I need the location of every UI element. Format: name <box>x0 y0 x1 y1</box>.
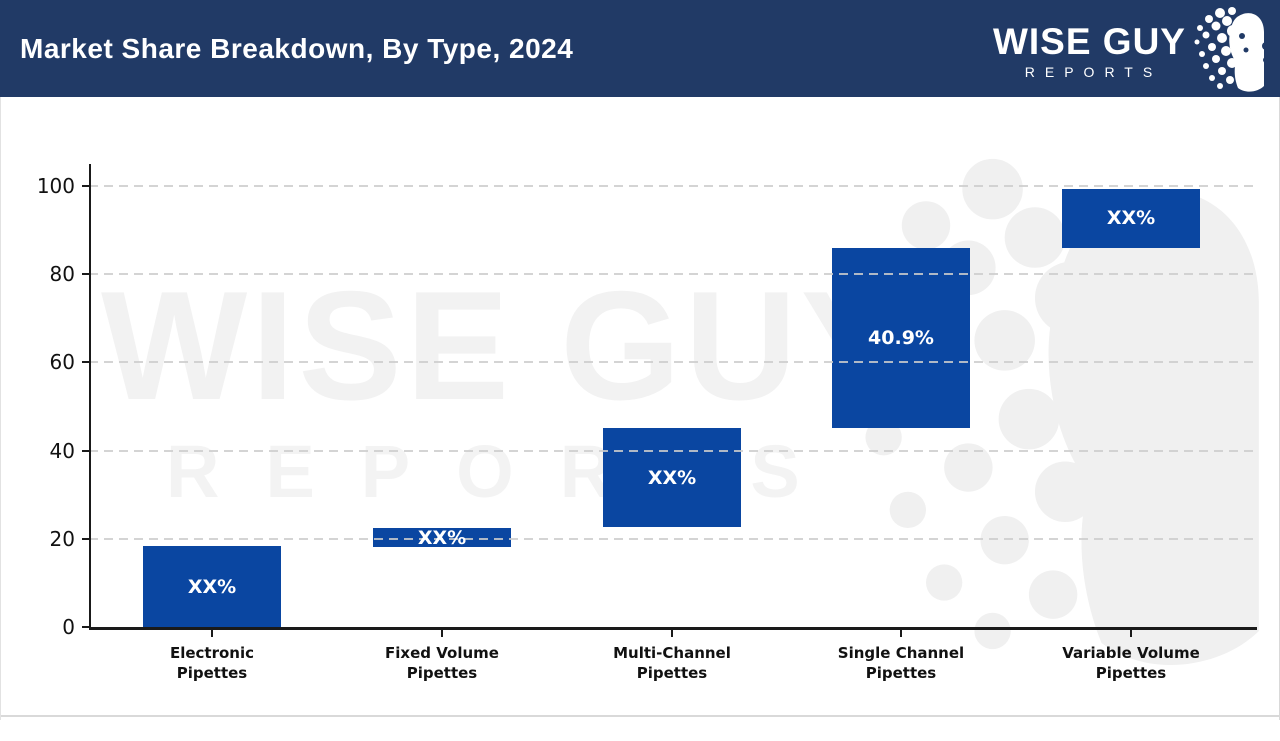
bar-value-label: XX% <box>187 575 237 598</box>
y-tick-mark <box>82 361 89 364</box>
category-label-line: Fixed Volume <box>385 644 499 662</box>
waterfall-bar-3 <box>603 427 741 528</box>
category-label-line: Pipettes <box>865 664 937 682</box>
category-label-3: Multi-Channel Pipettes <box>557 643 787 683</box>
header-bar: Market Share Breakdown, By Type, 2024 WI… <box>0 0 1280 97</box>
waterfall-bar-4 <box>832 248 970 428</box>
gridline-y100 <box>89 185 1255 187</box>
y-tick-label: 80 <box>49 262 75 287</box>
chart-area: WISE GUY REPORTS 0 20 40 60 80 <box>0 97 1280 720</box>
watermark-brand-subtext: REPORTS <box>166 430 846 513</box>
y-tick-label: 40 <box>49 438 75 463</box>
category-label-4: Single Channel Pipettes <box>786 643 1016 683</box>
category-label-2: Fixed Volume Pipettes <box>327 643 557 683</box>
category-label-1: Electronic Pipettes <box>97 643 327 683</box>
y-tick-mark <box>82 273 89 276</box>
page-title: Market Share Breakdown, By Type, 2024 <box>20 32 574 64</box>
category-label-line: Pipettes <box>1095 664 1167 682</box>
y-tick-label: 20 <box>49 526 75 551</box>
brand-subname: REPORTS <box>1024 64 1163 80</box>
category-label-line: Variable Volume <box>1062 644 1200 662</box>
brand-name: WISE GUY <box>992 21 1186 62</box>
y-tick-label: 0 <box>62 615 75 639</box>
y-tick-mark <box>82 185 89 187</box>
gridline-y20 <box>89 537 1255 540</box>
x-tick-mark <box>900 630 902 637</box>
watermark-brand-text: WISE GUY <box>101 259 909 432</box>
brand-logo-text: WISE GUY REPORTS <box>992 21 1186 81</box>
bar-value-label: XX% <box>647 466 697 489</box>
bar-value-label: XX% <box>1106 207 1156 230</box>
waterfall-bar-2 <box>373 528 511 548</box>
chart-page: Market Share Breakdown, By Type, 2024 WI… <box>0 0 1280 720</box>
gridline-y60 <box>89 361 1255 364</box>
category-label-line: Electronic <box>169 644 255 662</box>
category-label-line: Pipettes <box>636 664 708 682</box>
category-label-line: Single Channel <box>837 644 965 662</box>
waterfall-bar-5 <box>1062 188 1200 249</box>
gridline-y40 <box>89 449 1255 452</box>
y-tick-mark <box>82 449 89 452</box>
y-axis-line <box>89 163 91 627</box>
category-label-line: Multi-Channel <box>613 644 731 662</box>
x-tick-mark <box>211 630 213 637</box>
category-label-5: Variable Volume Pipettes <box>1016 643 1246 683</box>
gridline-y80 <box>89 273 1255 276</box>
chart-bottom-border <box>1 715 1279 717</box>
head-profile-icon <box>1190 6 1270 96</box>
x-tick-mark <box>441 630 443 637</box>
bar-value-label: XX% <box>417 526 467 549</box>
category-label-line: Pipettes <box>406 664 478 682</box>
y-tick-mark <box>82 537 89 540</box>
y-tick-label: 100 <box>36 174 75 198</box>
category-label-line: Pipettes <box>176 664 248 682</box>
bar-value-label: 40.9% <box>868 326 934 349</box>
waterfall-bar-1 <box>143 546 281 627</box>
x-tick-mark <box>671 630 673 637</box>
y-tick-label: 60 <box>49 350 75 375</box>
brand-logo: WISE GUY REPORTS <box>992 6 1270 96</box>
x-tick-mark <box>1130 630 1132 637</box>
y-tick-mark <box>82 626 89 628</box>
x-axis-line <box>89 627 1257 630</box>
